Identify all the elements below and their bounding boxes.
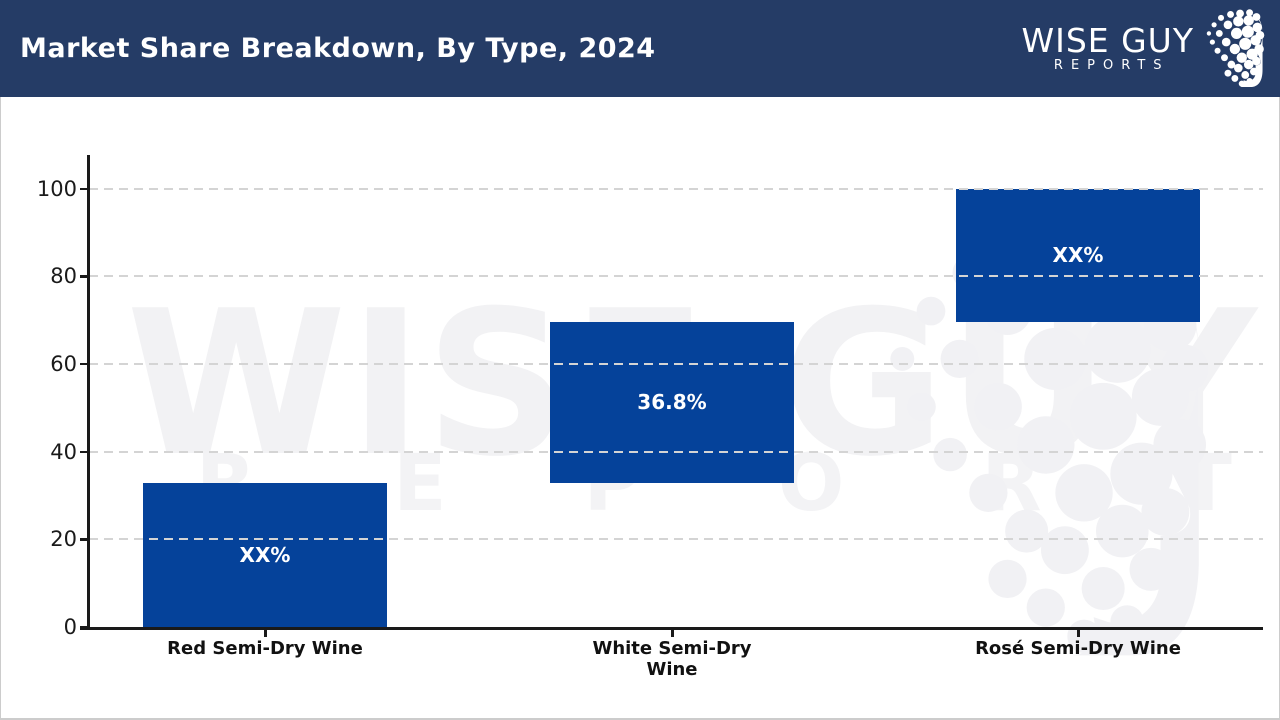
- dotted-head-icon: [1206, 8, 1265, 87]
- x-axis-spine: [80, 627, 1263, 630]
- gridline: [89, 538, 1263, 541]
- y-axis-spine: [87, 155, 90, 630]
- x-axis-category-label: White Semi-Dry Wine: [592, 638, 752, 680]
- y-axis-tick-label: 80: [50, 264, 77, 289]
- y-axis-tick-label: 0: [63, 615, 77, 639]
- x-axis-category-label: Rosé Semi-Dry Wine: [975, 638, 1181, 659]
- gridline: [89, 187, 1263, 190]
- bar-value-label: XX%: [1052, 243, 1104, 268]
- x-axis-tick-mark: [264, 629, 267, 637]
- plot: XX% 36.8% XX% 0 20 40 60 80 100 Red Semi-Dry Wine…: [1, 97, 1279, 718]
- y-axis-tick-label: 60: [50, 351, 77, 376]
- y-axis-tick-mark: [80, 450, 89, 454]
- y-axis-tick-mark: [80, 275, 89, 278]
- bar-value-label: XX%: [239, 543, 291, 568]
- bar-value-label: 36.8%: [637, 390, 707, 415]
- y-axis-tick-label: 100: [36, 176, 77, 201]
- chart-area: WISE GUY R E P O R T S XX%36.8%XX%020406…: [0, 97, 1280, 720]
- brand-logo: WISE GUY REPORTS: [1021, 7, 1266, 91]
- x-axis-tick-mark: [671, 629, 674, 637]
- x-axis-category-label: Red Semi-Dry Wine: [167, 638, 363, 659]
- brand-subtitle: REPORTS: [1053, 58, 1170, 74]
- header: Market Share Breakdown, By Type, 2024 WI…: [0, 0, 1280, 97]
- gridline: [89, 362, 1263, 365]
- bar-segment: [143, 483, 387, 627]
- y-axis-tick-mark: [80, 538, 89, 541]
- y-axis-tick-mark: [80, 362, 89, 366]
- brand-name: WISE GUY: [1021, 20, 1194, 60]
- gridline: [89, 275, 1263, 278]
- y-axis-tick-label: 20: [50, 527, 77, 552]
- page-title: Market Share Breakdown, By Type, 2024: [20, 33, 656, 64]
- brand-logo-text: WISE GUY REPORTS: [1021, 20, 1194, 74]
- y-axis-tick-mark: [80, 187, 89, 190]
- x-axis-tick-mark: [1077, 629, 1080, 637]
- bar-segment: [550, 321, 794, 484]
- y-axis-tick-label: 40: [50, 439, 77, 464]
- gridline: [89, 450, 1263, 453]
